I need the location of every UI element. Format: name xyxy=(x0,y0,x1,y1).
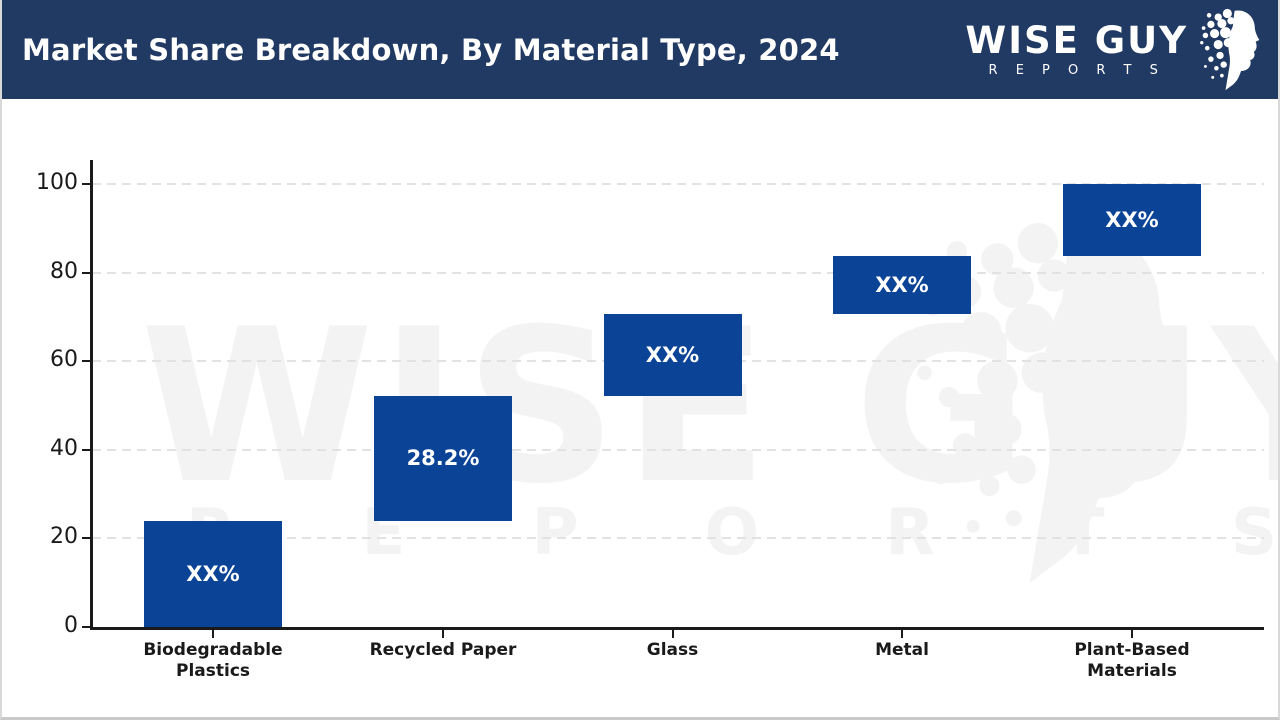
y-tick-label: 20 xyxy=(50,524,78,550)
y-tick-label: 80 xyxy=(50,258,78,284)
header: Market Share Breakdown, By Material Type… xyxy=(2,0,1280,99)
x-tick-mark xyxy=(901,630,903,638)
x-tick-label: Recycled Paper xyxy=(369,640,517,660)
logo-subtitle: R E P O R T S xyxy=(988,62,1165,78)
page-title: Market Share Breakdown, By Material Type… xyxy=(22,32,840,67)
bar-value-label: XX% xyxy=(186,561,240,586)
bar-value-label: XX% xyxy=(645,342,700,367)
bar xyxy=(603,314,742,396)
bar xyxy=(1063,184,1201,257)
y-tick-label: 0 xyxy=(64,613,78,638)
gridline xyxy=(92,271,1264,274)
x-tick-label: Glass xyxy=(646,640,699,660)
y-tick-label: 60 xyxy=(50,347,78,373)
logo: WISE GUY R E P O R T S xyxy=(965,8,1280,92)
logo-face-icon xyxy=(1192,8,1270,92)
gridline xyxy=(92,537,1264,540)
y-tick-label: 100 xyxy=(36,170,78,196)
logo-text: WISE GUY R E P O R T S xyxy=(965,18,1188,78)
gridline xyxy=(92,183,1264,186)
bar xyxy=(144,520,282,627)
x-tick-label: Plant-Based Materials xyxy=(1074,640,1190,681)
y-tick-mark xyxy=(82,537,90,540)
y-tick-label: 40 xyxy=(50,435,78,461)
gridline xyxy=(92,448,1264,451)
y-tick-mark xyxy=(82,271,90,274)
x-tick-mark xyxy=(671,630,674,638)
y-tick-mark xyxy=(82,626,90,628)
x-tick-mark xyxy=(1131,630,1133,638)
y-axis-line xyxy=(90,160,93,629)
x-tick-mark xyxy=(212,630,214,638)
x-tick-label: Biodegradable Plastics xyxy=(143,640,283,681)
y-tick-mark xyxy=(82,183,90,186)
bar-value-label: XX% xyxy=(875,273,929,298)
watermark-subtitle: R E P O R T S xyxy=(186,496,1280,570)
x-axis-line xyxy=(90,627,1264,630)
bar-value-label: 28.2% xyxy=(406,446,480,471)
y-tick-mark xyxy=(82,360,90,363)
logo-wordmark: WISE GUY xyxy=(965,18,1188,62)
x-tick-label: Metal xyxy=(875,640,929,660)
x-tick-mark xyxy=(442,630,444,638)
bar xyxy=(374,395,512,521)
bar-value-label: XX% xyxy=(1105,208,1159,233)
y-tick-mark xyxy=(82,448,90,451)
bar xyxy=(833,256,971,315)
